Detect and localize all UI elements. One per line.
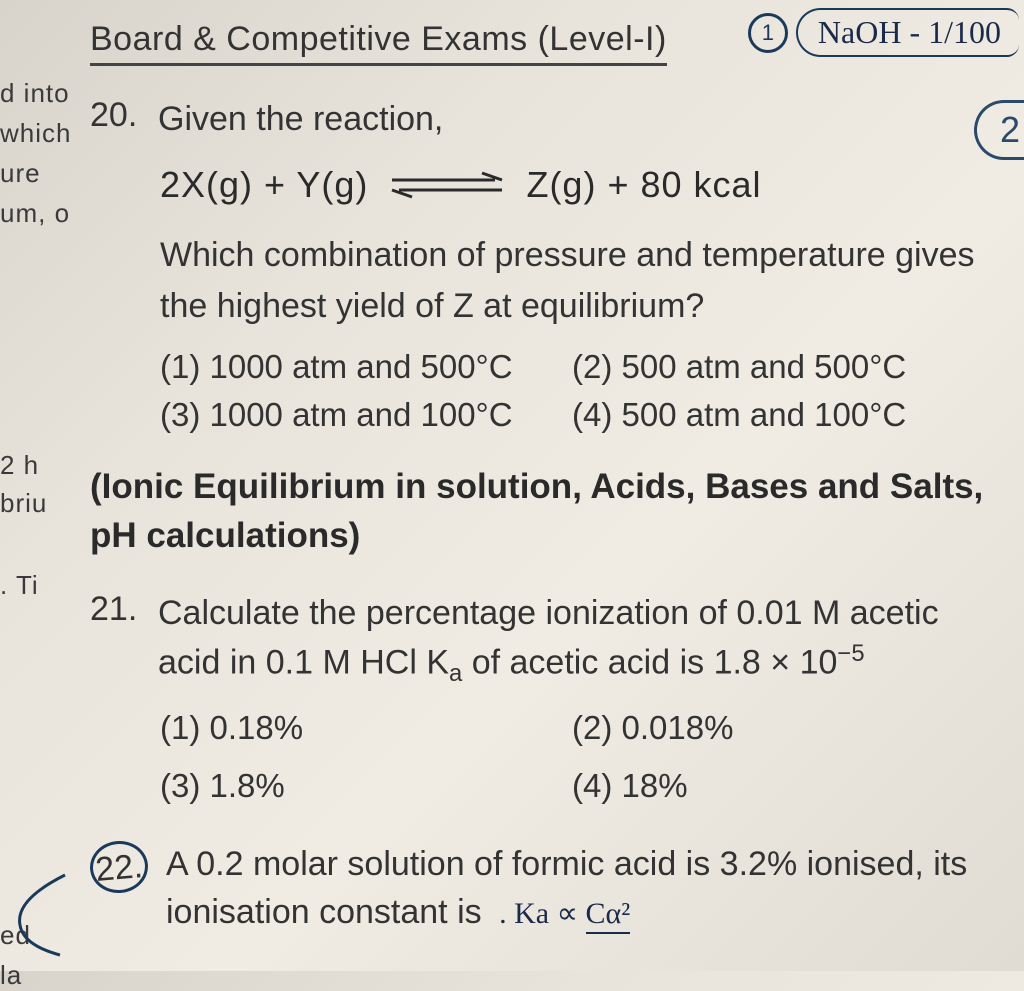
options-row: (3) 1000 atm and 100°C (4) 500 atm and 1… bbox=[160, 396, 984, 434]
page-number-text: 2 bbox=[1000, 109, 1020, 151]
question-number: 21. bbox=[90, 590, 140, 629]
equation-rhs: Z(g) + 80 kcal bbox=[526, 164, 761, 205]
question-line: 21. Calculate the percentage ionization … bbox=[90, 590, 984, 691]
question-intro: Given the reaction, bbox=[158, 96, 984, 144]
header-title: Board & Competitive Exams (Level-I) bbox=[90, 20, 667, 66]
equation-lhs: 2X(g) + Y(g) bbox=[160, 164, 368, 205]
option-1: (1) 0.18% bbox=[160, 709, 572, 747]
subscript-a: a bbox=[449, 661, 462, 688]
hand-fraction: Cα² bbox=[586, 897, 631, 934]
option-2: (2) 0.018% bbox=[572, 709, 984, 747]
option-1: (1) 1000 atm and 500°C bbox=[160, 348, 572, 386]
question-line: 20. Given the reaction, bbox=[90, 96, 984, 144]
options-row: (1) 1000 atm and 500°C (2) 500 atm and 5… bbox=[160, 348, 984, 386]
option-2: (2) 500 atm and 500°C bbox=[572, 348, 984, 386]
handwritten-formula: . Ka ∝ Cα² bbox=[499, 897, 630, 930]
options-row: (3) 1.8% (4) 18% bbox=[160, 767, 984, 805]
question-number: 22. bbox=[90, 841, 148, 893]
question-body: Calculate the percentage ionization of 0… bbox=[158, 590, 984, 691]
circled-number-icon: 22. bbox=[88, 838, 150, 895]
option-3: (3) 1000 atm and 100°C bbox=[160, 396, 572, 434]
handwritten-curve-icon bbox=[5, 870, 75, 960]
question-line: 22. A 0.2 molar solution of formic acid … bbox=[90, 841, 984, 936]
handwritten-annotation: 1 NaOH - 1/100 bbox=[748, 8, 1019, 57]
superscript: −5 bbox=[837, 640, 864, 667]
option-4: (4) 18% bbox=[572, 767, 984, 805]
question-body: Which combination of pressure and temper… bbox=[160, 230, 984, 332]
question-body: A 0.2 molar solution of formic acid is 3… bbox=[166, 841, 984, 936]
handwritten-note: NaOH - 1/100 bbox=[796, 8, 1019, 57]
question-21: 21. Calculate the percentage ionization … bbox=[90, 590, 984, 805]
question-22: 22. A 0.2 molar solution of formic acid … bbox=[90, 841, 984, 936]
question-20: 20. Given the reaction, 2X(g) + Y(g) Z(g… bbox=[90, 96, 984, 434]
option-4: (4) 500 atm and 100°C bbox=[572, 396, 984, 434]
page-content: Board & Competitive Exams (Level-I) 1 Na… bbox=[0, 0, 1024, 984]
equilibrium-arrow-icon bbox=[387, 158, 507, 216]
hand-ka: . Ka ∝ bbox=[499, 897, 578, 930]
question-number: 20. bbox=[90, 96, 140, 135]
circled-one-icon: 1 bbox=[748, 13, 788, 53]
options-row: (1) 0.18% (2) 0.018% bbox=[160, 709, 984, 747]
chemical-equation: 2X(g) + Y(g) Z(g) + 80 kcal bbox=[160, 156, 984, 216]
q21-text-b: of acetic acid is 1.8 × 10 bbox=[462, 644, 837, 682]
section-header: (Ionic Equilibrium in solution, Acids, B… bbox=[90, 462, 984, 560]
option-3: (3) 1.8% bbox=[160, 767, 572, 805]
